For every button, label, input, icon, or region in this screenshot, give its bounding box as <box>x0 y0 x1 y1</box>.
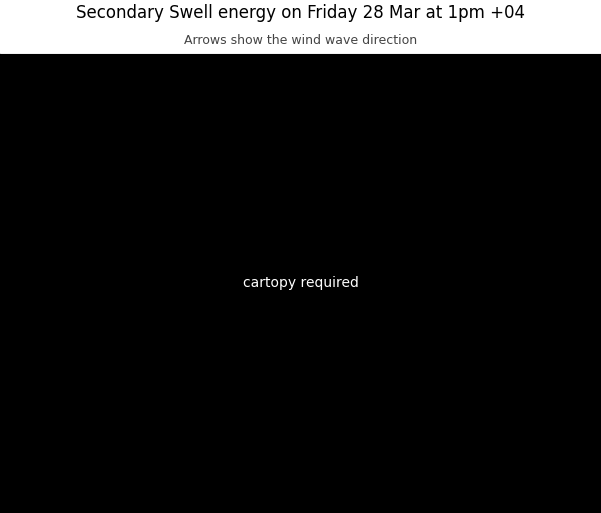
Text: cartopy required: cartopy required <box>243 277 358 290</box>
Text: Arrows show the wind wave direction: Arrows show the wind wave direction <box>184 34 417 47</box>
Text: Secondary Swell energy on Friday 28 Mar at 1pm +04: Secondary Swell energy on Friday 28 Mar … <box>76 5 525 23</box>
